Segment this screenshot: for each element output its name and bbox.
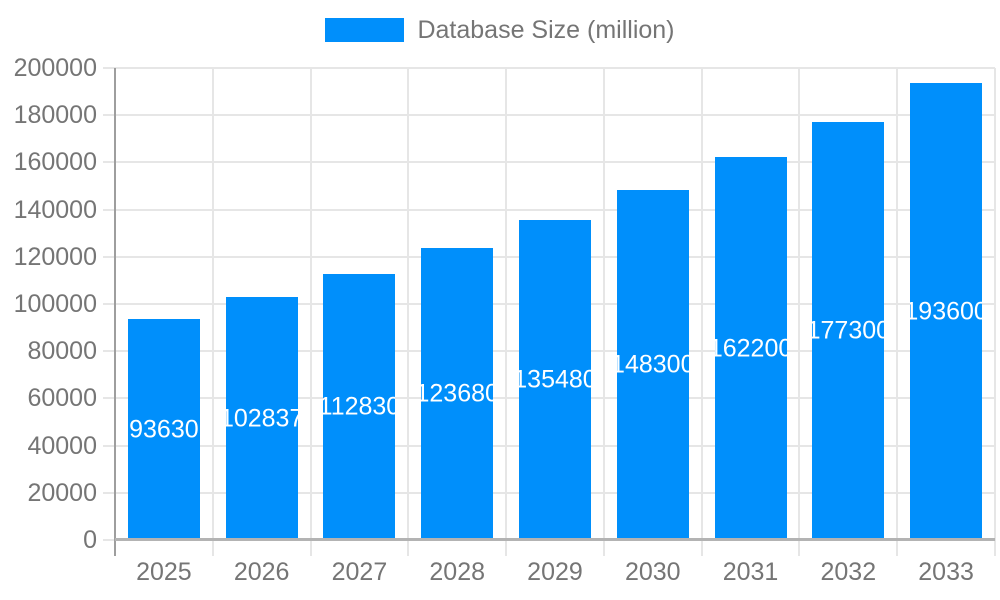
gridline-horizontal [103, 114, 995, 117]
gridline-vertical [211, 68, 214, 556]
x-axis-tick-label: 2025 [136, 558, 192, 586]
bar-2028[interactable]: 123680 [421, 248, 494, 540]
y-axis-tick-label: 80000 [27, 337, 97, 366]
gridline-vertical [994, 68, 996, 556]
bar-2027[interactable]: 112830 [323, 273, 396, 540]
x-axis-tick-label: 2030 [624, 558, 681, 586]
y-axis-tick-label: 200000 [13, 54, 97, 82]
gridline-vertical [896, 68, 899, 556]
gridline-vertical [505, 68, 508, 556]
x-axis-line [115, 538, 995, 541]
y-axis-line [114, 68, 116, 556]
bar-value-label: 148300 [616, 350, 689, 379]
y-axis-tick-label: 20000 [27, 478, 97, 507]
legend-label: Database Size (million) [417, 15, 675, 44]
bar-value-label: 112830 [323, 392, 396, 421]
gridline-vertical [700, 68, 703, 556]
y-axis-tick [103, 539, 115, 541]
y-axis-tick-label: 0 [83, 526, 97, 554]
gridline-vertical [798, 68, 801, 556]
gridline-horizontal [103, 67, 995, 69]
bar-value-label: 177300 [812, 316, 885, 345]
bar-value-label: 102837 [225, 404, 298, 433]
bar-2033[interactable]: 193600 [910, 83, 983, 540]
y-axis-tick-label: 140000 [13, 195, 97, 224]
bar-value-label: 93630 [129, 415, 199, 443]
gridline-vertical [309, 68, 312, 556]
bar-2031[interactable]: 162200 [714, 157, 787, 540]
bar-value-label: 162200 [714, 334, 787, 363]
x-axis-tick-label: 2032 [820, 558, 877, 586]
bar-value-label: 123680 [421, 379, 494, 408]
bar-value-label: 135480 [519, 365, 591, 394]
x-axis-tick-label: 2028 [429, 558, 486, 586]
legend-swatch [325, 18, 405, 42]
gridline-vertical [602, 68, 605, 556]
x-axis-tick-label: 2031 [722, 558, 779, 586]
legend[interactable]: Database Size (million) [0, 14, 1000, 46]
gridline-vertical [407, 68, 410, 556]
gridline-horizontal [103, 161, 995, 164]
bar-2032[interactable]: 177300 [812, 121, 885, 540]
y-axis-tick-label: 100000 [13, 290, 97, 318]
bar-value-label: 193600 [910, 297, 983, 326]
y-axis-tick-label: 160000 [13, 148, 97, 177]
bar-2026[interactable]: 102837 [225, 297, 298, 540]
x-axis-tick-label: 2026 [233, 558, 290, 586]
y-axis-tick-label: 120000 [13, 242, 97, 271]
gridline-horizontal [103, 208, 995, 211]
x-axis-tick-label: 2029 [527, 558, 583, 586]
bar-2030[interactable]: 148300 [616, 190, 689, 540]
x-axis-tick-label: 2033 [918, 558, 974, 586]
bar-2029[interactable]: 135480 [519, 220, 591, 540]
y-axis-tick-label: 40000 [27, 431, 97, 460]
x-axis-tick-label: 2027 [331, 558, 388, 586]
y-axis-tick-label: 60000 [27, 384, 97, 413]
bar-2025[interactable]: 93630 [127, 319, 200, 540]
y-axis-tick-label: 180000 [13, 101, 97, 130]
